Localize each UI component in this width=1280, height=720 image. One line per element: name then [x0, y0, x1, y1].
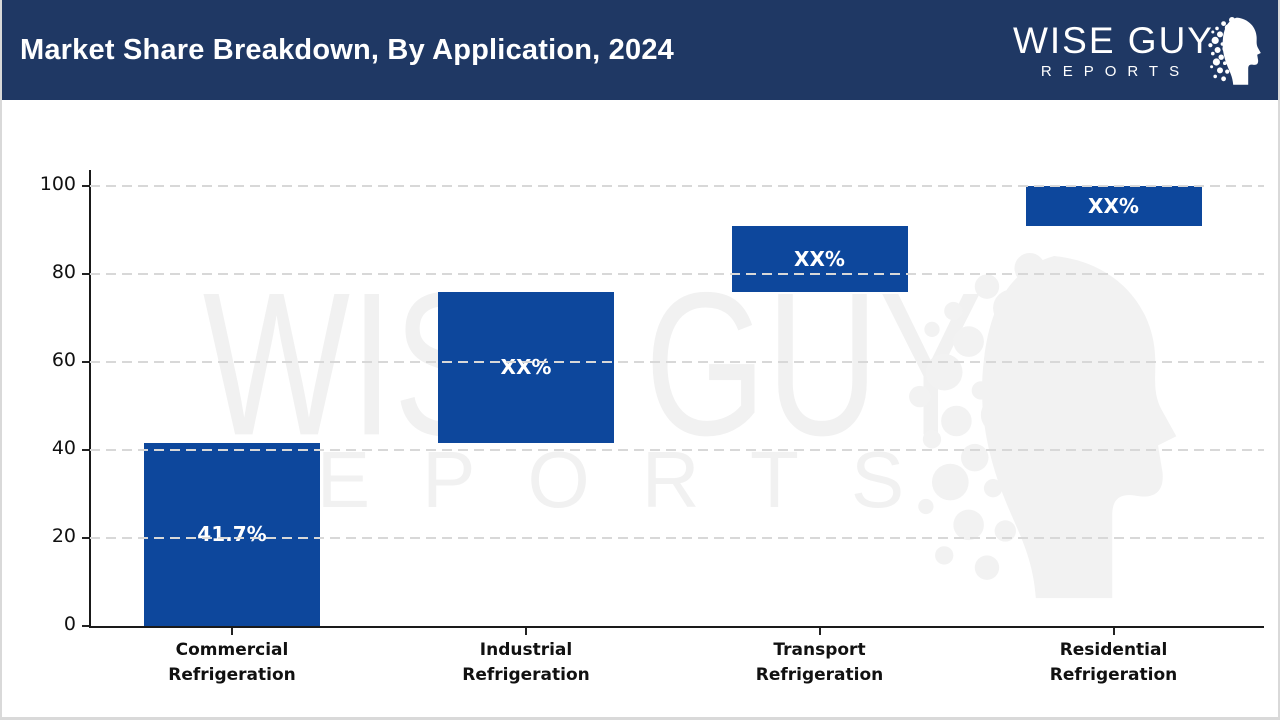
- y-tick-label: 0: [63, 613, 76, 635]
- header: Market Share Breakdown, By Application, …: [2, 0, 1278, 100]
- y-tick-label: 100: [39, 173, 76, 195]
- y-tick-label: 80: [51, 261, 76, 283]
- y-tick-mark: [82, 361, 90, 363]
- x-category-label: Transport Refrigeration: [755, 640, 884, 685]
- x-tick-mark: [231, 628, 233, 635]
- x-category-label: Industrial Refrigeration: [462, 640, 590, 685]
- gridline: [90, 273, 1264, 275]
- brand-logo-text: WISE GUY REPORTS: [1013, 22, 1214, 79]
- y-tick-label: 40: [51, 437, 76, 459]
- bar-segment: XX%: [731, 226, 908, 293]
- bar-segment: 41.7%: [144, 442, 320, 626]
- y-tick-label: 20: [51, 525, 76, 547]
- x-category-label: Residential Refrigeration: [1049, 640, 1178, 685]
- gridline: [90, 361, 1264, 363]
- watermark-head-icon: [909, 253, 1177, 599]
- y-tick-mark: [82, 185, 90, 187]
- bar-value-label: 41.7%: [197, 522, 267, 547]
- watermark-text-2: REPORTS: [207, 435, 957, 524]
- bar-segment: XX%: [1025, 186, 1202, 227]
- x-tick-mark: [525, 628, 527, 635]
- x-tick-mark: [1112, 628, 1115, 635]
- bar-value-label: XX%: [794, 247, 845, 272]
- y-axis-line: [89, 170, 91, 628]
- chart-title: Market Share Breakdown, By Application, …: [20, 33, 674, 66]
- y-tick-mark: [82, 625, 90, 627]
- bar-value-label: XX%: [1088, 194, 1139, 219]
- brand-name: WISE GUY: [1012, 19, 1214, 61]
- brand-subname: REPORTS: [1040, 62, 1191, 80]
- x-category-label: Commercial Refrigeration: [168, 640, 296, 685]
- y-tick-mark: [82, 273, 90, 275]
- x-tick-mark: [818, 628, 821, 635]
- gridline: [90, 537, 1264, 539]
- brand-logo: WISE GUY REPORTS: [1013, 13, 1278, 87]
- y-tick-label: 60: [51, 349, 76, 371]
- y-tick-mark: [82, 449, 90, 451]
- bar-segment: XX%: [438, 292, 614, 443]
- bar-value-label: XX%: [500, 355, 552, 380]
- y-tick-mark: [82, 537, 90, 539]
- brand-head-icon: [1208, 17, 1261, 85]
- gridline: [90, 449, 1264, 451]
- gridline: [90, 185, 1264, 187]
- x-axis-line: [89, 626, 1264, 628]
